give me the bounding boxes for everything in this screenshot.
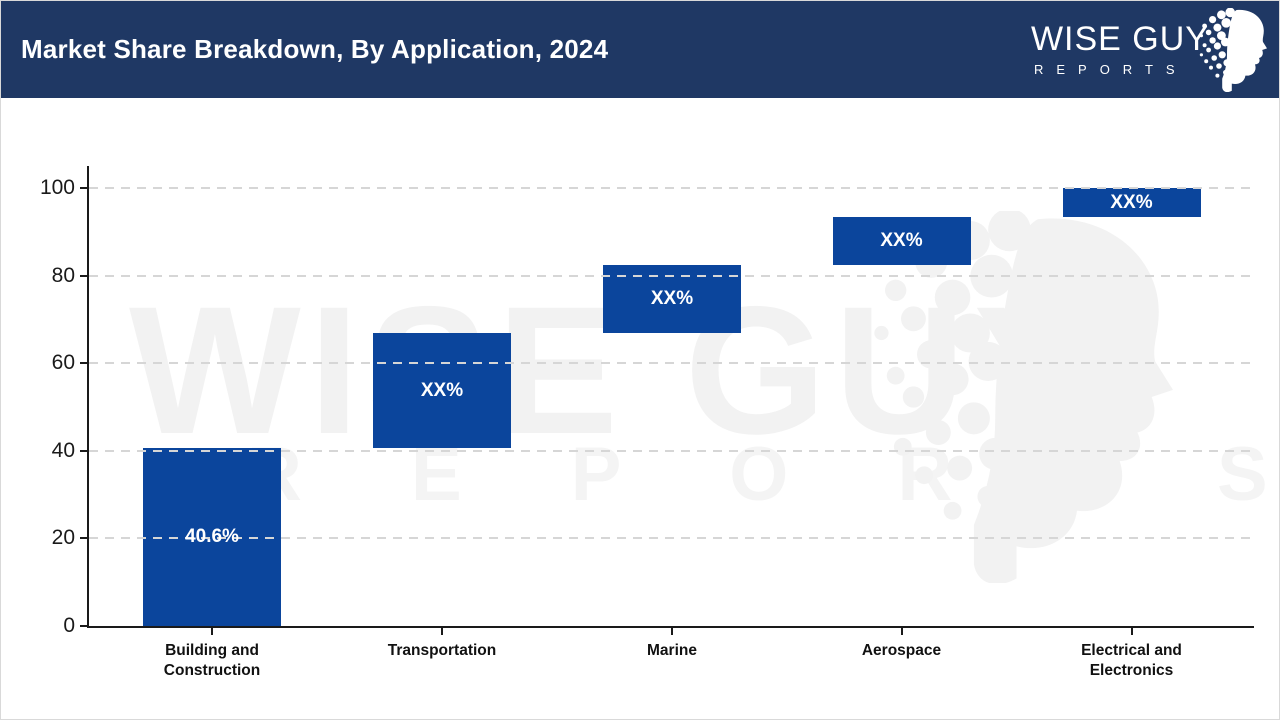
logo-wordmark: WISE GUY [1030, 20, 1209, 58]
y-tick-label: 20 [51, 526, 75, 550]
grid-line [89, 186, 1254, 189]
bar [143, 448, 281, 626]
x-category-label-line: Aerospace [861, 642, 942, 659]
x-tick-mark [671, 628, 673, 635]
x-category-label: Marine [557, 641, 787, 661]
grid-line [89, 449, 1254, 452]
x-category-label-line: Building and [165, 642, 259, 659]
bar-value-label: 40.6% [185, 526, 239, 548]
x-tick-mark [1130, 628, 1133, 635]
grid-line [89, 274, 1254, 277]
x-category-label: Building and Construction [97, 641, 327, 681]
bar [1062, 187, 1201, 218]
dotted-head-icon [1199, 7, 1267, 92]
x-category-label-line: Transportation [387, 642, 497, 659]
y-tick-label: 0 [63, 614, 75, 637]
wiseguy-logo-text: WISE GUY REPORTS [1031, 22, 1209, 77]
bar-value-label: XX% [880, 230, 923, 252]
y-axis-line [87, 166, 89, 628]
y-tick-mark [80, 537, 87, 540]
bar-value-label: XX% [1110, 191, 1153, 213]
x-category-label-line: Electrical and [1081, 642, 1182, 659]
x-tick-mark [211, 628, 213, 635]
x-category-label-line: Marine [647, 642, 697, 659]
y-tick-label: 80 [51, 263, 75, 287]
bar [603, 265, 741, 333]
y-tick-mark [80, 186, 87, 189]
wiseguy-logo: WISE GUY REPORTS [1031, 7, 1267, 92]
x-category-label-line: Electronics [1089, 662, 1174, 679]
grid-line [89, 537, 1254, 540]
x-category-label-line: Construction [163, 662, 261, 679]
bar [832, 217, 971, 266]
y-tick-label: 100 [39, 175, 75, 199]
bar-value-label: XX% [650, 288, 694, 310]
x-tick-mark [441, 628, 443, 635]
x-category-label: Aerospace [787, 641, 1017, 661]
y-tick-mark [80, 274, 87, 277]
x-tick-mark [900, 628, 903, 635]
bar [373, 332, 511, 449]
y-tick-label: 40 [51, 438, 75, 462]
x-category-label: Transportation [327, 641, 557, 661]
bar-value-label: XX% [420, 379, 464, 401]
page-title: Market Share Breakdown, By Application, … [21, 34, 609, 64]
y-tick-mark [80, 625, 87, 627]
logo-subtitle: REPORTS [1033, 62, 1188, 77]
x-category-label: Electrical and Electronics [1017, 641, 1247, 681]
header-bar: Market Share Breakdown, By Application, … [1, 1, 1279, 98]
x-axis-line [87, 626, 1254, 628]
y-tick-mark [80, 449, 87, 452]
y-tick-label: 60 [51, 351, 75, 375]
y-tick-mark [80, 362, 87, 365]
grid-line [89, 362, 1254, 365]
